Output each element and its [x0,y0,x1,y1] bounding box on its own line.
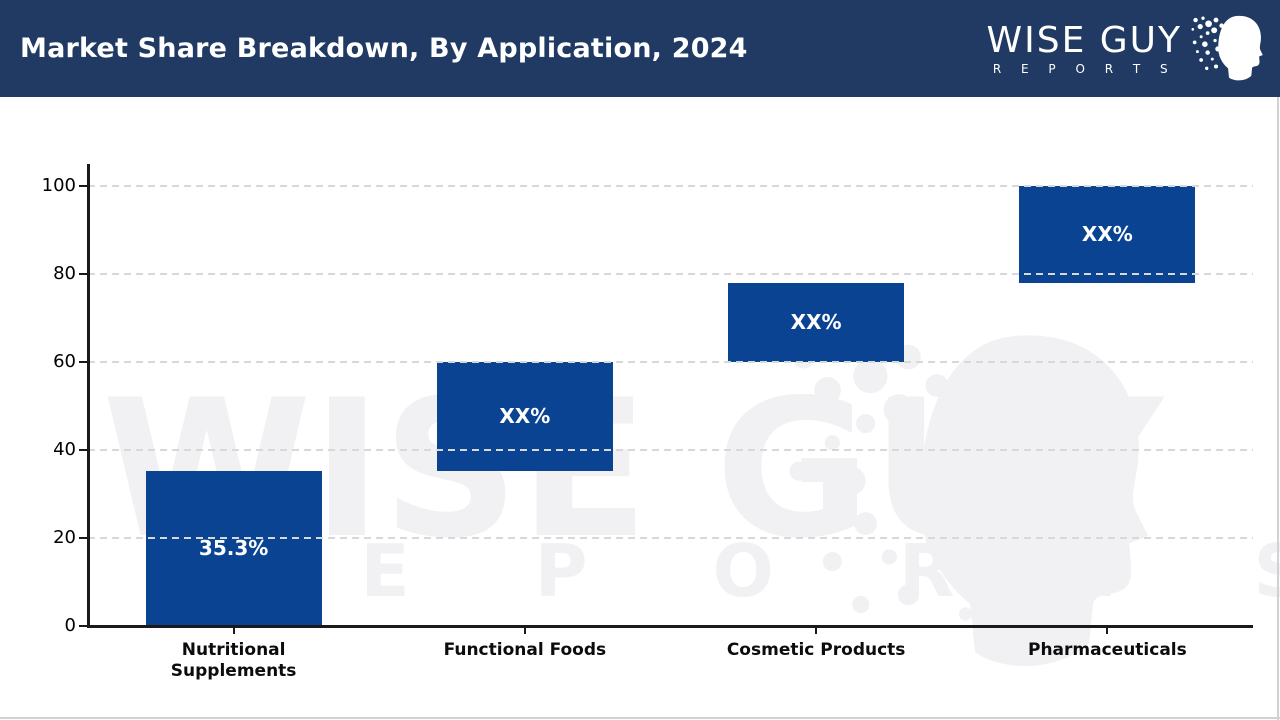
gridline-y40 [88,449,1253,451]
bar-4 [1019,186,1196,283]
y-tick-mark-100 [79,185,88,187]
bar-value-label-3: XX% [790,310,842,335]
logo-wordmark-line2: R E P O R T S [992,61,1176,76]
bar-2 [436,362,613,471]
y-tick-mark-40 [79,449,88,451]
logo-head-icon [1190,6,1268,92]
category-label-3: Cosmetic Products [726,640,906,660]
header-bar: Market Share Breakdown, By Application, … [0,0,1280,97]
bar-value-label-4: XX% [1081,222,1133,247]
y-tick-mark-0 [79,625,88,627]
x-tick-mark-4 [1106,626,1109,634]
gridline-y80 [88,273,1253,275]
bar-value-label-1: 35.3% [198,536,269,561]
y-tick-mark-80 [79,273,88,275]
brand-logo: WISE GUY R E P O R T S [987,0,1269,97]
category-label-1: Nutritional Supplements [170,640,297,682]
y-tick-mark-60 [79,361,88,363]
y-tick-mark-20 [79,537,88,539]
chart-area: WISE GUY R E P O R T S 0 20 40 60 8 [0,97,1280,720]
category-label-4: Pharmaceuticals [1027,640,1187,660]
category-label-2: Functional Foods [443,640,607,660]
x-tick-mark-3 [815,626,818,634]
y-tick-label-80: 80 [53,263,76,284]
bar-value-label-2: XX% [499,404,551,429]
y-axis-spine [87,164,90,627]
gridline-y100 [88,185,1253,187]
logo-wordmark-line1: WISE GUY [986,19,1182,61]
gridline-y20 [88,537,1253,539]
y-tick-label-100: 100 [41,175,76,196]
logo-wordmark: WISE GUY R E P O R T S [986,19,1183,76]
page-title: Market Share Breakdown, By Application, … [20,33,748,64]
x-axis-spine [87,625,1253,628]
x-tick-mark-2 [523,626,526,634]
y-tick-label-0: 0 [64,615,76,636]
figure-bottom-border [0,717,1280,719]
bar-1 [145,470,322,626]
figure-right-border [1277,97,1279,720]
y-tick-label-60: 60 [53,351,76,372]
y-tick-label-40: 40 [53,439,76,460]
bar-3 [728,282,905,362]
x-tick-mark-1 [232,626,235,634]
y-tick-label-20: 20 [53,527,76,548]
watermark-head-icon [775,319,1175,675]
gridline-y60 [88,361,1253,363]
